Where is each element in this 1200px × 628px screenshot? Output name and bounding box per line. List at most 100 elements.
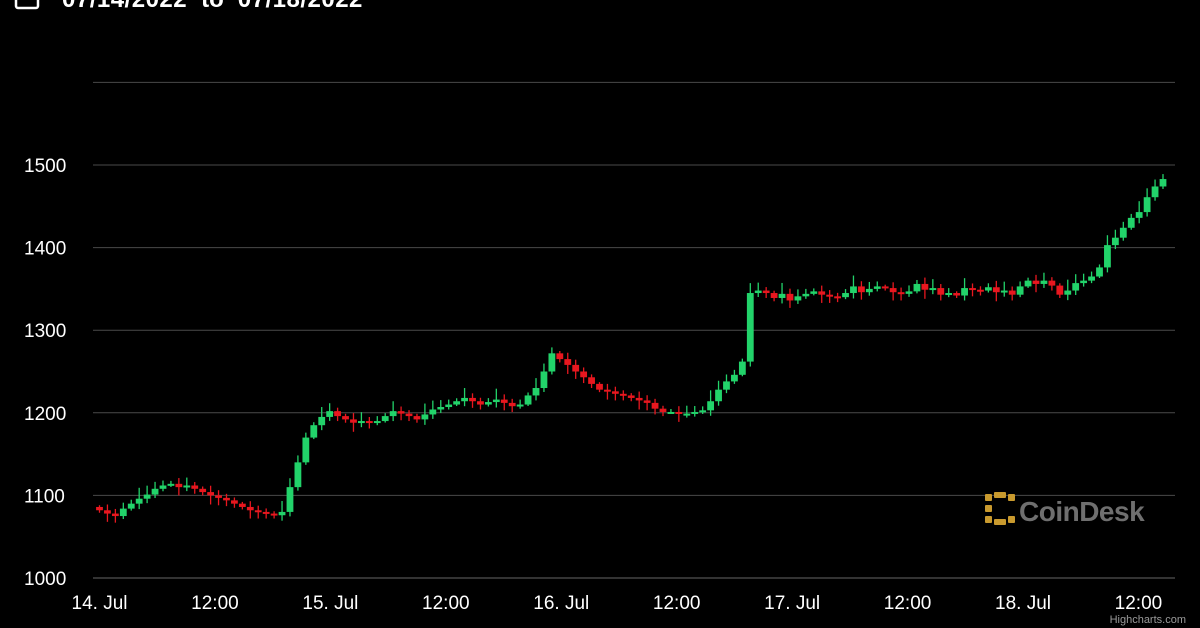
date-from: 07/14/2022: [62, 0, 187, 14]
candle-body-up: [1151, 186, 1159, 198]
candle-body-up: [278, 511, 286, 516]
candle-body-up: [1127, 217, 1135, 228]
candle-body-down: [818, 291, 826, 295]
candle-body-down: [254, 510, 262, 513]
candle: [104, 504, 111, 522]
candle-body-down: [762, 290, 770, 294]
candle: [897, 287, 905, 301]
x-tick-label: 18. Jul: [995, 593, 1051, 614]
candle-body-up: [302, 437, 310, 463]
candles: [96, 174, 1167, 523]
candle-body-down: [175, 483, 183, 488]
x-tick-label: 12:00: [191, 593, 239, 614]
candle-body-up: [707, 401, 715, 411]
candle: [834, 292, 841, 303]
candle-body-up: [723, 381, 730, 390]
candle: [762, 287, 770, 298]
candle-body-down: [397, 411, 405, 414]
x-tick-label: 12:00: [653, 593, 701, 614]
candle-body-up: [318, 416, 326, 426]
candle: [492, 388, 500, 408]
highcharts-credits[interactable]: Highcharts.com: [1109, 614, 1186, 626]
candle: [270, 511, 278, 519]
candle: [437, 400, 445, 413]
candle: [731, 369, 738, 384]
candle-body-down: [659, 408, 667, 412]
candle-body-up: [453, 401, 461, 405]
candle-body-up: [540, 371, 548, 389]
candle-body-up: [461, 397, 468, 402]
candle: [350, 413, 357, 432]
candle-body-up: [1135, 212, 1143, 218]
candle: [905, 285, 913, 297]
candle: [1111, 229, 1119, 250]
candle-body-down: [611, 391, 619, 394]
candle: [477, 397, 484, 410]
candle: [1151, 179, 1159, 201]
y-tick-label: 1100: [24, 486, 65, 507]
candle: [786, 288, 794, 308]
candle: [461, 388, 468, 407]
candle-body-down: [889, 288, 897, 293]
candle: [627, 393, 635, 402]
candle-body-down: [477, 401, 484, 405]
candle-body-down: [969, 288, 976, 291]
candle: [596, 382, 603, 393]
candle: [865, 281, 873, 296]
candle: [881, 284, 889, 291]
candle-body-up: [1072, 283, 1080, 291]
candle: [373, 416, 381, 426]
candle-body-down: [342, 416, 349, 420]
candle-body-up: [945, 293, 953, 296]
candle-body-down: [500, 399, 508, 403]
candle: [651, 398, 659, 415]
candle: [1072, 274, 1080, 296]
candle-body-up: [445, 404, 453, 408]
candle-body-down: [262, 511, 270, 514]
candle: [977, 286, 984, 296]
candle-body-up: [738, 361, 746, 375]
candle: [405, 410, 413, 422]
candle-body-up: [842, 293, 849, 298]
candle-body-down: [643, 400, 651, 403]
candle-body-down: [231, 500, 238, 504]
candle-body-down: [405, 413, 413, 417]
candle-body-down: [881, 286, 889, 289]
candle: [929, 279, 937, 295]
y-tick-label: 1400: [24, 239, 66, 260]
candle: [445, 399, 453, 410]
candle-body-up: [159, 485, 167, 489]
calendar-icon[interactable]: [14, 0, 40, 16]
candle: [611, 386, 619, 401]
y-axis-labels: 1000 1100 1200 1300 1400 1500: [24, 156, 66, 590]
candle-body-up: [778, 293, 786, 298]
candle: [500, 394, 508, 411]
candle-body-down: [675, 411, 683, 414]
candle: [1104, 235, 1111, 273]
candle: [429, 400, 437, 419]
candle-body-up: [484, 402, 492, 405]
candle: [1032, 274, 1040, 293]
candle-body-down: [1008, 290, 1016, 295]
candle-body-down: [191, 485, 199, 489]
candle-body-up: [746, 293, 754, 362]
candle-body-down: [604, 389, 611, 392]
candle: [175, 478, 183, 496]
candle-body-down: [770, 293, 778, 298]
candle-body-down: [469, 397, 476, 402]
candle-body-up: [1096, 267, 1103, 277]
candle-body-down: [635, 397, 643, 401]
candle-body-up: [1111, 237, 1119, 246]
candle: [1096, 264, 1103, 278]
candle: [548, 347, 556, 375]
date-range-header[interactable]: 07/14/2022 to 07/18/2022: [0, 0, 363, 14]
candle: [984, 283, 992, 293]
candle: [858, 281, 865, 300]
candle: [1080, 273, 1088, 287]
coindesk-logo-icon: [985, 492, 1015, 531]
candle: [254, 505, 262, 519]
candle-body-up: [754, 290, 762, 294]
candle-body-up: [381, 416, 389, 422]
candle-body-down: [564, 359, 572, 365]
candle-body-up: [667, 411, 675, 414]
